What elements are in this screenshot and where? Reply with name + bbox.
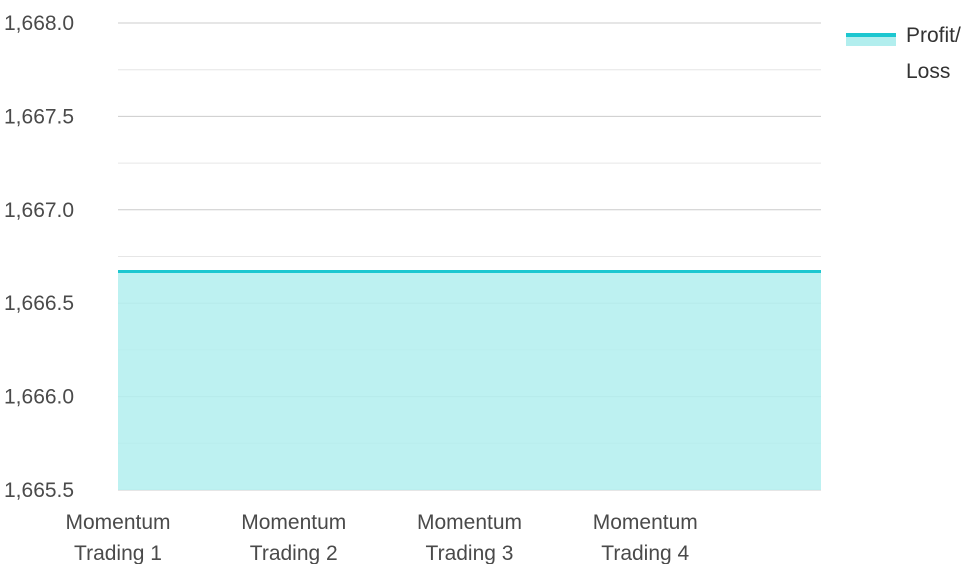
y-tick-label: 1,666.5 <box>4 292 74 315</box>
y-tick-label: 1,667.5 <box>4 105 74 128</box>
y-tick-label: 1,665.5 <box>4 479 74 502</box>
legend-label-line1: Profit/ <box>906 24 961 47</box>
x-tick-label: Momentum Trading 3 <box>417 511 522 564</box>
legend: Profit/ Loss <box>846 24 961 83</box>
x-tick-label: Momentum Trading 4 <box>593 511 698 564</box>
legend-swatch-fill <box>846 37 896 46</box>
y-axis: 1,665.5 1,666.0 1,666.5 1,667.0 1,667.5 1,668… <box>4 12 74 502</box>
legend-label-line2: Loss <box>906 60 950 83</box>
series-area <box>117 269 822 490</box>
y-tick-label: 1,667.0 <box>4 199 74 222</box>
x-tick-label: Momentum Trading 2 <box>241 511 346 564</box>
x-tick-label: Momentum Trading 1 <box>65 511 170 564</box>
y-tick-label: 1,668.0 <box>4 12 74 35</box>
area-fill-profit-loss <box>118 271 821 490</box>
y-tick-label: 1,666.0 <box>4 386 74 409</box>
x-axis: Momentum Trading 1 Momentum Trading 2 Moment… <box>65 511 697 564</box>
